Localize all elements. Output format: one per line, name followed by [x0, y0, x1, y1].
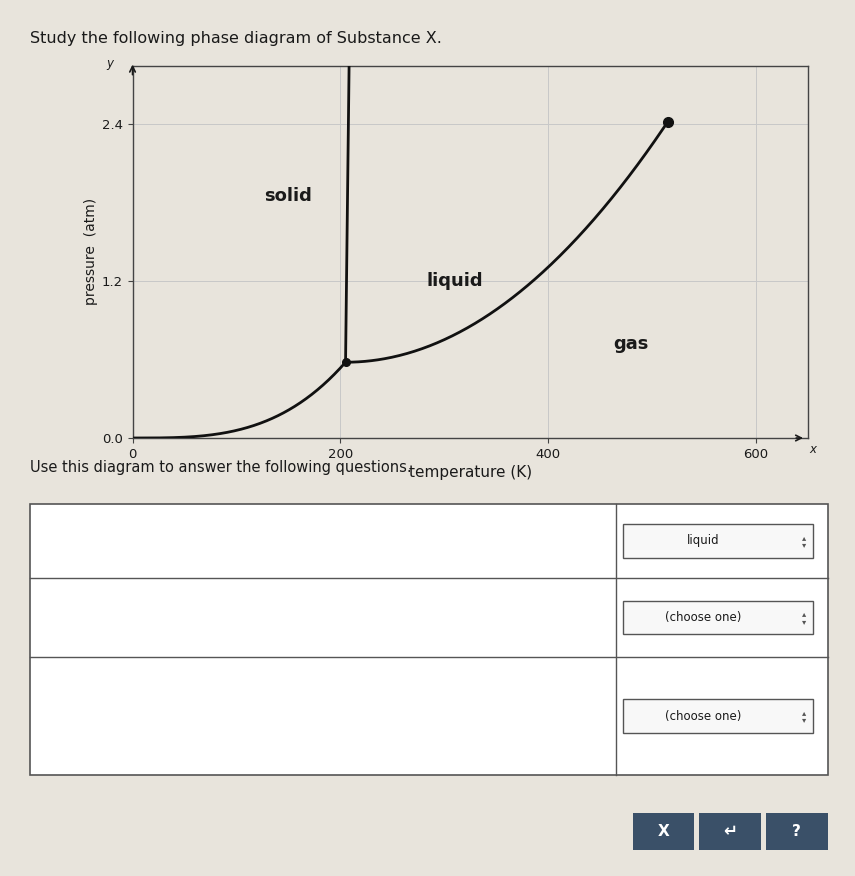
Text: (choose one): (choose one)	[664, 611, 741, 624]
Text: °C.: °C.	[422, 699, 445, 712]
Text: 1.1: 1.1	[187, 621, 216, 639]
Text: Suppose a small sample of pure: Suppose a small sample of pure	[40, 518, 245, 531]
Text: What will be the state of the sample?: What will be the state of the sample?	[40, 548, 274, 561]
Text: gas: gas	[614, 335, 649, 353]
Text: 221.: 221.	[361, 695, 402, 713]
Text: 1.5: 1.5	[563, 513, 593, 532]
Text: sample?: sample?	[40, 732, 92, 745]
Text: ↵: ↵	[723, 823, 737, 840]
Text: atm.: atm.	[594, 518, 628, 531]
Y-axis label: pressure  (atm): pressure (atm)	[84, 198, 97, 306]
Text: °C and: °C and	[493, 518, 545, 531]
Text: liquid: liquid	[687, 534, 719, 548]
Text: solid: solid	[264, 187, 312, 205]
Text: X: X	[657, 823, 669, 839]
Text: °C but the pressure: °C but the pressure	[508, 590, 634, 604]
Text: Suppose the temperature is held constant at: Suppose the temperature is held constant…	[40, 590, 325, 604]
Text: X: X	[320, 518, 329, 531]
Text: ▴
▾: ▴ ▾	[803, 610, 806, 625]
Text: x: x	[810, 443, 817, 456]
Text: What will happen to the sample?: What will happen to the sample?	[271, 625, 481, 638]
Text: 1.5: 1.5	[543, 664, 572, 682]
Text: atm: atm	[577, 668, 606, 682]
Text: y: y	[106, 57, 113, 69]
Text: is decreased by: is decreased by	[40, 625, 143, 638]
Text: ▴
▾: ▴ ▾	[803, 533, 806, 549]
Text: is held at: is held at	[338, 518, 404, 531]
Text: Suppose, on the other hand, the pressure is held constant at: Suppose, on the other hand, the pressure…	[40, 668, 425, 682]
Text: 109.: 109.	[453, 586, 494, 604]
Text: ?: ?	[793, 823, 801, 839]
Text: What will happen to the: What will happen to the	[451, 699, 604, 712]
Text: but the temperature is decreased by: but the temperature is decreased by	[40, 699, 274, 712]
X-axis label: temperature (K): temperature (K)	[409, 465, 532, 480]
Text: Study the following phase diagram of Substance X.: Study the following phase diagram of Sub…	[30, 31, 442, 46]
Text: atm.: atm.	[227, 625, 261, 638]
Text: Use this diagram to answer the following questions.: Use this diagram to answer the following…	[30, 460, 411, 475]
Text: ▴
▾: ▴ ▾	[803, 708, 806, 724]
Text: (choose one): (choose one)	[664, 710, 741, 723]
Text: liquid: liquid	[427, 272, 483, 290]
Text: 109.: 109.	[439, 513, 480, 532]
